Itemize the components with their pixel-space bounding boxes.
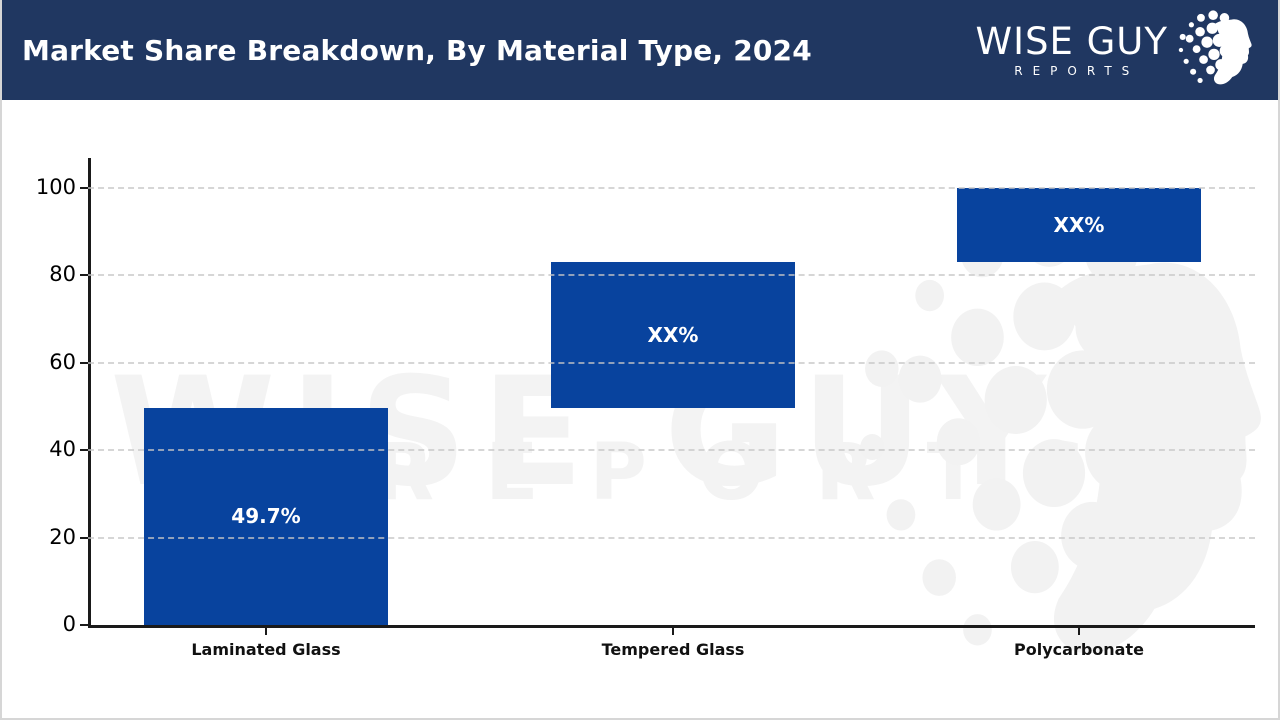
y-axis-tick — [80, 449, 88, 452]
gridline — [88, 274, 1255, 277]
x-axis-tick — [672, 628, 674, 635]
y-axis-tick — [80, 624, 88, 626]
bar-value-label: XX% — [647, 323, 699, 348]
gridline — [88, 536, 1255, 539]
header-bar: Market Share Breakdown, By Material Type… — [2, 0, 1278, 100]
x-axis-line — [88, 625, 1255, 628]
gridline — [88, 361, 1255, 364]
y-axis-tick-label: 80 — [49, 262, 76, 287]
y-axis-tick-label: 60 — [49, 349, 76, 374]
chart-area: WISE GUY R E P O R T S 0 20 40 60 80 100 49.7%… — [2, 100, 1278, 718]
x-axis-category-label: Tempered Glass — [601, 640, 745, 659]
y-axis-tick — [80, 536, 88, 539]
x-axis-category-label: Polycarbonate — [1014, 640, 1144, 659]
x-axis-tick — [1078, 628, 1080, 635]
y-axis-tick — [80, 361, 88, 364]
bar-laminated-glass: 49.7% — [144, 407, 388, 625]
bar-value-label: 49.7% — [231, 504, 301, 529]
y-axis-tick — [80, 187, 88, 189]
bar-value-label: XX% — [1053, 213, 1105, 238]
x-axis-category-label: Laminated Glass — [191, 640, 341, 659]
brand-name: WISE GUY — [975, 19, 1168, 63]
gridline — [88, 187, 1255, 189]
page-title: Market Share Breakdown, By Material Type… — [22, 33, 812, 67]
y-axis-tick — [80, 274, 88, 277]
y-axis-tick-label: 40 — [49, 437, 76, 462]
y-axis-tick-label: 20 — [49, 524, 76, 549]
x-axis-tick — [265, 628, 267, 635]
y-axis-line — [88, 158, 91, 628]
bar-tempered-glass: XX% — [551, 262, 795, 408]
y-axis-tick-label: 0 — [62, 612, 76, 636]
y-axis-tick-label: 100 — [35, 175, 76, 199]
brand-subtitle: REPORTS — [1014, 63, 1140, 78]
brand-logo: WISE GUY REPORTS — [976, 8, 1254, 92]
bar-polycarbonate: XX% — [957, 188, 1201, 263]
brand-logo-text: WISE GUY REPORTS — [976, 23, 1168, 78]
gridline — [88, 449, 1255, 452]
